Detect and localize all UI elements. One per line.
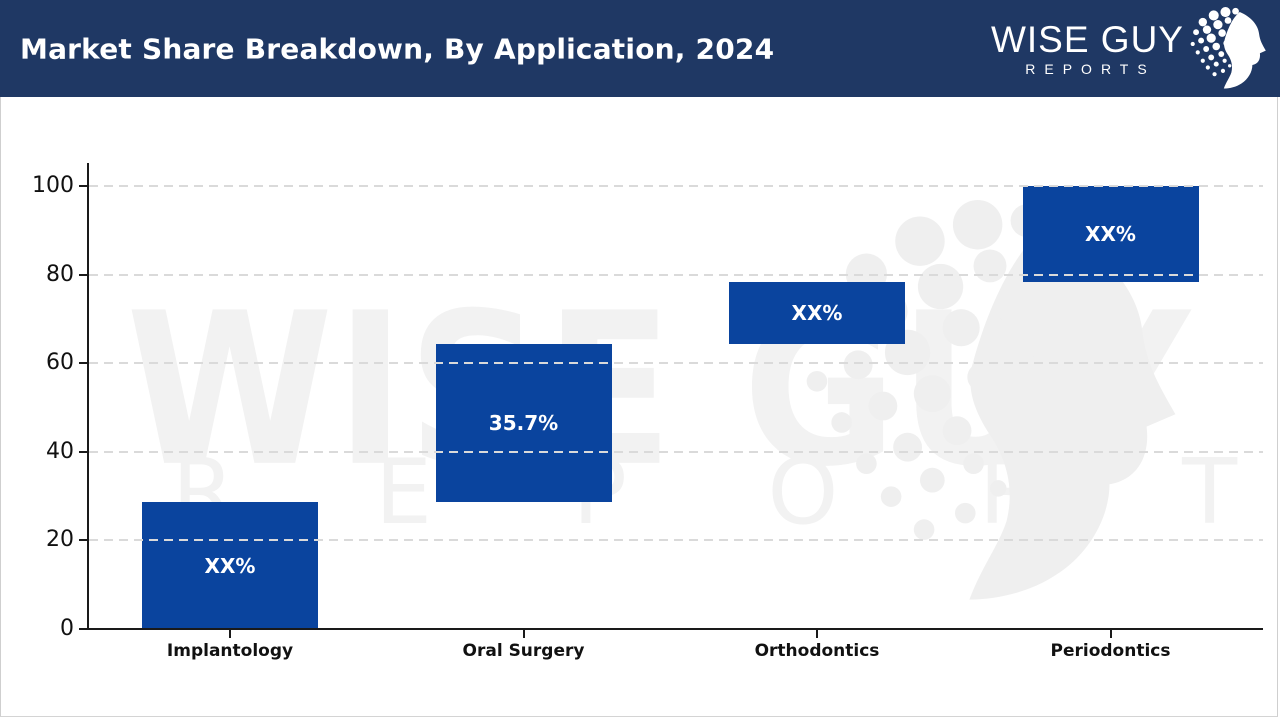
gridline-80: [89, 273, 1263, 276]
y-tick-mark: [79, 185, 87, 187]
wiseguy-logo: WISE GUY REPORTS: [991, 4, 1270, 94]
gridline-60: [89, 362, 1263, 365]
x-axis-line: [87, 628, 1263, 630]
x-category-label: Implantology: [166, 641, 294, 661]
wiseguy-logo-text: WISE GUY REPORTS: [990, 19, 1184, 77]
y-axis-line: [87, 163, 89, 630]
bar-value-label: XX%: [204, 553, 256, 578]
y-tick-mark: [79, 628, 87, 630]
x-tick-mark: [522, 630, 525, 638]
bar-value-label: XX%: [1085, 221, 1136, 246]
bar-implantology: XX%: [142, 502, 318, 629]
y-tick-label: 80: [46, 261, 74, 287]
y-tick-mark: [79, 539, 87, 542]
header-bar: Market Share Breakdown, By Application, …: [0, 0, 1280, 97]
bar-periodontics: XX%: [1022, 186, 1199, 282]
y-tick-label: 40: [46, 438, 74, 464]
y-tick-label: 20: [46, 527, 74, 553]
logo-line-reports: REPORTS: [1025, 60, 1156, 77]
y-tick-label: 100: [32, 173, 74, 198]
gridline-40: [89, 450, 1263, 453]
x-tick-mark: [1109, 630, 1112, 638]
x-category-label: Periodontics: [1050, 641, 1171, 661]
bar-orthodontics: XX%: [729, 281, 905, 345]
y-tick-mark: [79, 450, 87, 453]
bar-value-label: XX%: [791, 300, 843, 325]
wiseguy-head-icon: [1190, 7, 1266, 89]
logo-line-wise-guy: WISE GUY: [990, 19, 1184, 61]
y-tick-label: 60: [46, 350, 74, 376]
page-title: Market Share Breakdown, By Application, …: [20, 32, 775, 65]
gridline-100: [89, 185, 1263, 187]
x-tick-mark: [229, 630, 231, 638]
y-tick-mark: [79, 362, 87, 365]
y-tick-label: 0: [60, 616, 74, 641]
bar-value-label: 35.7%: [488, 411, 559, 436]
gridline-20: [89, 539, 1263, 542]
x-category-label: Orthodontics: [754, 641, 880, 661]
x-tick-mark: [816, 630, 818, 638]
y-tick-mark: [79, 273, 87, 276]
bar-oral-surgery: 35.7%: [435, 344, 612, 503]
x-category-label: Oral Surgery: [462, 641, 585, 661]
